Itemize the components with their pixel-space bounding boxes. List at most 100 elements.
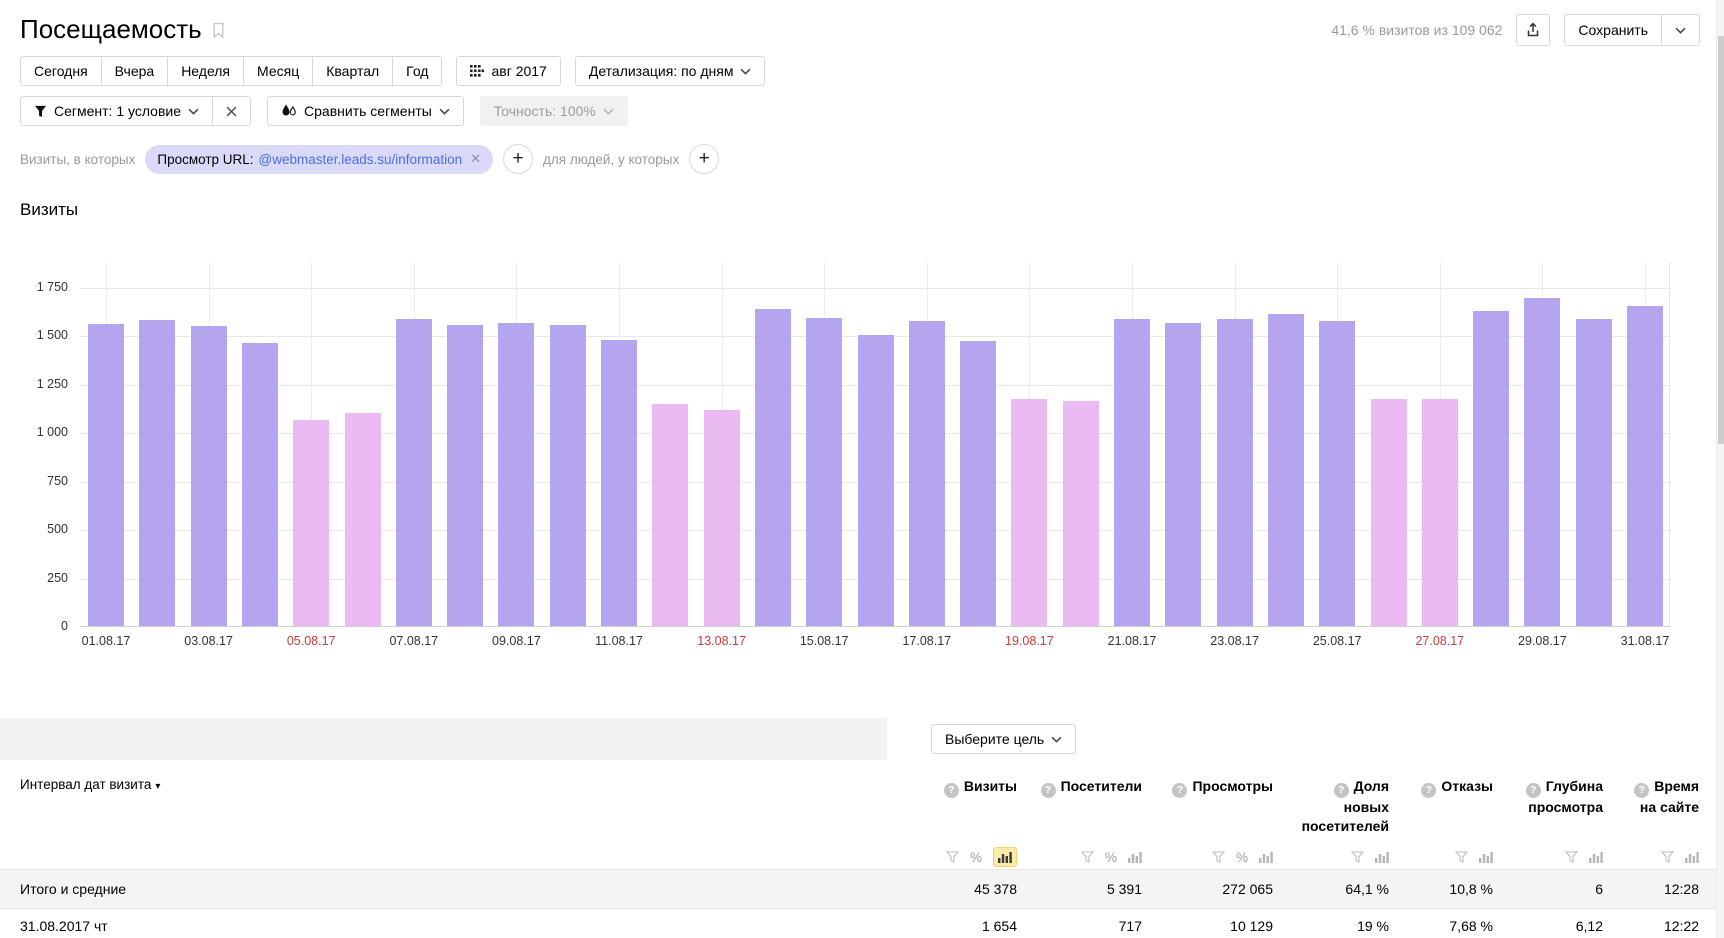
help-icon[interactable]: ? bbox=[1040, 783, 1056, 798]
vertical-scrollbar[interactable] bbox=[1716, 0, 1724, 938]
chart-bar[interactable] bbox=[241, 343, 278, 626]
percent-toggle-icon[interactable]: % bbox=[969, 849, 982, 865]
filter-funnel-icon[interactable] bbox=[1211, 851, 1225, 863]
cell-pageviews: 10 129 bbox=[1142, 909, 1273, 938]
chart-bar[interactable] bbox=[1011, 399, 1048, 626]
period-year[interactable]: Год bbox=[393, 56, 443, 86]
period-quarter[interactable]: Квартал bbox=[313, 56, 394, 86]
chart-bar[interactable] bbox=[1627, 306, 1663, 626]
chart-bar[interactable] bbox=[806, 318, 843, 626]
title-row: Посещаемость 41,6 % визитов из 109 062 С… bbox=[0, 0, 1724, 46]
chart-bar[interactable] bbox=[1062, 401, 1099, 626]
chip-remove-icon[interactable]: ✕ bbox=[470, 151, 481, 166]
period-today[interactable]: Сегодня bbox=[20, 56, 102, 86]
chart-bar[interactable] bbox=[1114, 319, 1150, 626]
chart-bar[interactable] bbox=[754, 309, 791, 626]
percent-toggle-icon[interactable]: % bbox=[1235, 849, 1248, 865]
filter-funnel-icon[interactable] bbox=[1351, 851, 1364, 863]
filter-funnel-icon[interactable] bbox=[1661, 851, 1674, 863]
bookmark-icon[interactable] bbox=[212, 22, 225, 39]
chart-bar[interactable] bbox=[190, 326, 227, 626]
chart-bar[interactable] bbox=[908, 321, 945, 626]
chart-bar[interactable] bbox=[960, 341, 997, 626]
scrollbar-thumb[interactable] bbox=[1718, 36, 1724, 444]
column-header-visitors[interactable]: ? Посетители bbox=[1017, 760, 1142, 845]
x-axis: 01.08.17 03.08.17 05.08.17 07.08.17 09.08.17… bbox=[0, 634, 1700, 652]
select-goal-label: Выберите цель bbox=[945, 731, 1045, 747]
chart-bar[interactable] bbox=[1370, 399, 1407, 626]
help-icon[interactable]: ? bbox=[943, 783, 959, 798]
accuracy-button[interactable]: Точность: 100% bbox=[479, 96, 628, 126]
totals-row: Итого и средние 45 378 5 391 272 065 64,… bbox=[0, 869, 1724, 909]
filter-funnel-icon[interactable] bbox=[945, 851, 959, 863]
column-header-bounces[interactable]: ? Отказы bbox=[1389, 760, 1493, 845]
column-header-pageviews[interactable]: ? Просмотры bbox=[1142, 760, 1273, 845]
bar-view-icon[interactable] bbox=[1375, 851, 1389, 863]
chart-bar[interactable] bbox=[601, 340, 637, 626]
column-header-visits[interactable]: ? Визиты bbox=[887, 760, 1017, 845]
chart-bar[interactable] bbox=[549, 325, 586, 626]
detail-level-button[interactable]: Детализация: по дням bbox=[574, 56, 766, 86]
x-axis-label: 31.08.17 bbox=[1620, 634, 1670, 648]
filter-funnel-icon[interactable] bbox=[1455, 851, 1468, 863]
help-icon[interactable]: ? bbox=[1525, 783, 1541, 798]
percent-toggle-icon[interactable]: % bbox=[1104, 849, 1117, 865]
bar-view-icon[interactable] bbox=[1259, 851, 1273, 863]
select-goal-button[interactable]: Выберите цель bbox=[931, 724, 1077, 754]
chart-bar[interactable] bbox=[1421, 399, 1458, 626]
chart-bar[interactable] bbox=[857, 335, 894, 626]
filter-suffix-label: для людей, у которых bbox=[543, 151, 680, 167]
column-header-depth[interactable]: ? Глубина просмотра bbox=[1493, 760, 1603, 845]
chart-bar[interactable] bbox=[88, 324, 124, 626]
help-icon[interactable]: ? bbox=[1634, 783, 1650, 798]
save-split-button: Сохранить bbox=[1564, 14, 1700, 46]
help-icon[interactable]: ? bbox=[1172, 783, 1188, 798]
chart-bar[interactable] bbox=[293, 420, 330, 626]
chart-bar[interactable] bbox=[652, 404, 689, 626]
cell-visitors: 717 bbox=[1017, 909, 1142, 938]
add-people-condition-button[interactable]: + bbox=[689, 144, 720, 174]
table-row[interactable]: 31.08.2017 чт 1 654 717 10 129 19 % 7,68… bbox=[0, 909, 1724, 938]
chart-bar[interactable] bbox=[1267, 314, 1304, 626]
row-date-label: 31.08.2017 чт bbox=[20, 918, 108, 934]
url-filter-chip[interactable]: Просмотр URL: @webmaster.leads.su/inform… bbox=[145, 144, 493, 174]
period-toolbar: Сегодня Вчера Неделя Месяц Квартал Год а… bbox=[0, 46, 1724, 86]
chart-bar[interactable] bbox=[1216, 319, 1253, 626]
calendar-button[interactable]: авг 2017 bbox=[456, 56, 561, 86]
bar-view-icon-active[interactable] bbox=[993, 847, 1017, 867]
bar-view-icon[interactable] bbox=[1589, 851, 1603, 863]
filter-funnel-icon[interactable] bbox=[1080, 851, 1094, 863]
chart-bar[interactable] bbox=[703, 410, 740, 626]
bar-view-icon[interactable] bbox=[1128, 851, 1142, 863]
segment-clear-button[interactable] bbox=[213, 96, 252, 126]
help-icon[interactable]: ? bbox=[1333, 783, 1349, 798]
export-button[interactable] bbox=[1516, 14, 1551, 46]
chart-bar[interactable] bbox=[1473, 311, 1510, 626]
chart-bar[interactable] bbox=[1524, 298, 1561, 626]
segment-button[interactable]: Сегмент: 1 условие bbox=[20, 96, 214, 126]
row-header-cell[interactable]: Интервал дат визита ▾ bbox=[0, 760, 887, 845]
compare-segments-button[interactable]: Сравнить сегменты bbox=[267, 96, 464, 126]
chip-url-link[interactable]: @webmaster.leads.su/information bbox=[258, 151, 463, 167]
chart-bar[interactable] bbox=[1575, 319, 1612, 626]
period-week[interactable]: Неделя bbox=[168, 56, 245, 86]
chart-bar[interactable] bbox=[395, 319, 432, 626]
help-icon[interactable]: ? bbox=[1421, 783, 1437, 798]
chart-bar[interactable] bbox=[1319, 321, 1356, 626]
chart-bar[interactable] bbox=[139, 320, 176, 626]
column-header-new-visitors-share[interactable]: ? Доля новых посетителей bbox=[1273, 760, 1389, 845]
save-button[interactable]: Сохранить bbox=[1564, 14, 1662, 46]
bar-view-icon[interactable] bbox=[1479, 851, 1493, 863]
column-header-time-on-site[interactable]: ? Время на сайте bbox=[1603, 760, 1699, 845]
filter-funnel-icon[interactable] bbox=[1565, 851, 1578, 863]
export-icon bbox=[1525, 22, 1541, 38]
period-yesterday[interactable]: Вчера bbox=[101, 56, 169, 86]
chart-bar[interactable] bbox=[447, 325, 484, 626]
add-visit-condition-button[interactable]: + bbox=[503, 144, 533, 174]
save-menu-button[interactable] bbox=[1662, 14, 1700, 46]
chart-bar[interactable] bbox=[344, 413, 381, 626]
period-month[interactable]: Месяц bbox=[244, 56, 314, 86]
bar-view-icon[interactable] bbox=[1685, 851, 1699, 863]
chart-bar[interactable] bbox=[498, 323, 535, 626]
chart-bar[interactable] bbox=[1165, 323, 1202, 626]
